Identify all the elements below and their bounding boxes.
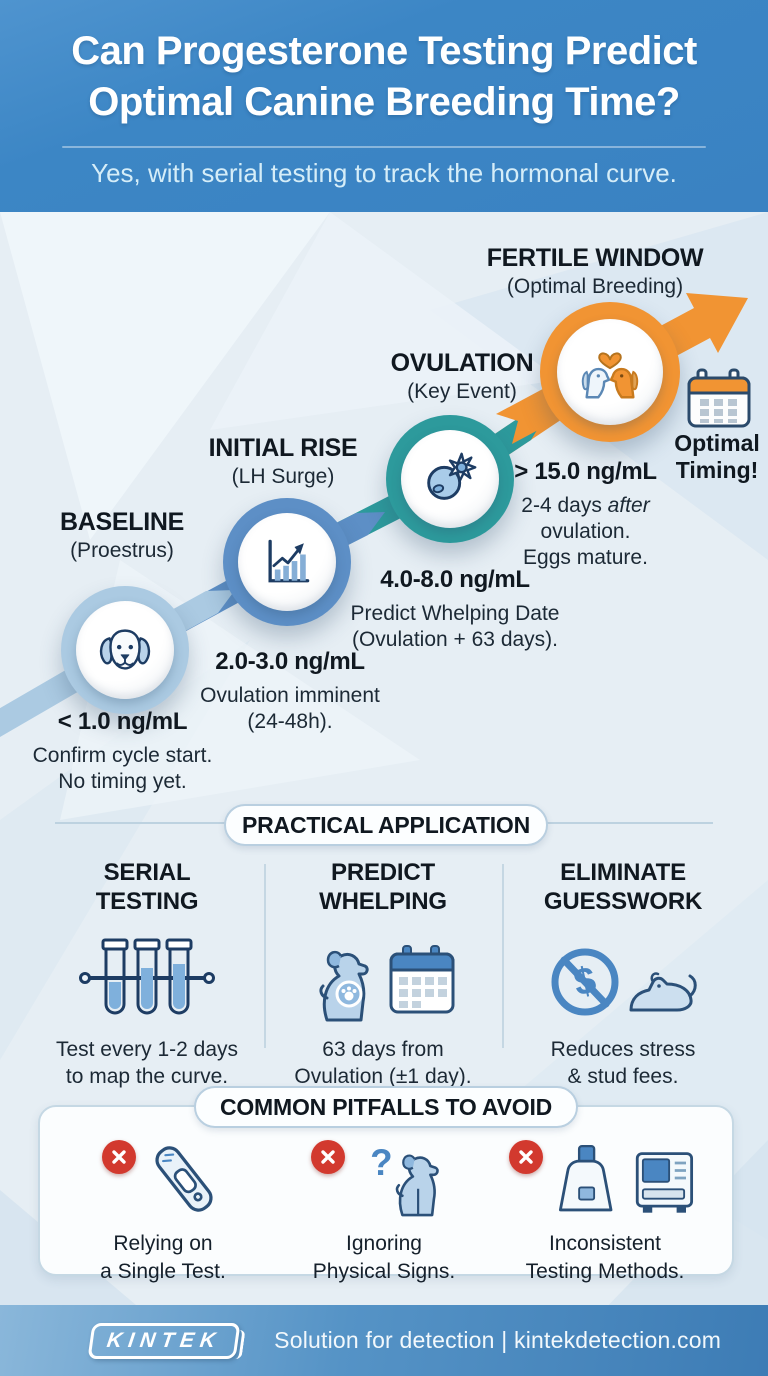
svg-text:?: ?	[370, 1142, 392, 1183]
brand-name: KINTEK	[105, 1328, 223, 1352]
stage-label-baseline: BASELINE (Proestrus)	[12, 508, 232, 563]
stage-phase: (Key Event)	[407, 380, 517, 403]
pitfall-caption: Inconsistent Testing Methods.	[525, 1232, 685, 1283]
stage-phase: (LH Surge)	[231, 465, 335, 488]
stage-values-initial-rise: 2.0-3.0 ng/mL Ovulation imminent (24-48h…	[170, 648, 410, 735]
practical-item-title: PREDICT WHELPING	[319, 859, 447, 915]
dog-calendar-icon	[266, 930, 500, 1030]
error-badge-icon	[509, 1140, 543, 1174]
calendar-icon	[687, 368, 751, 428]
practical-item-eliminate-guesswork: ELIMINATE GUESSWORK $ Reduces stress & s…	[505, 858, 741, 1090]
ovulating-cell-icon	[427, 452, 477, 500]
analyzer-machines-icon	[558, 1144, 694, 1213]
pitfall-item-physical-signs: ? Ignoring Physical Signs.	[279, 1138, 489, 1286]
header: Can Progesterone Testing Predict Optimal…	[0, 0, 768, 212]
footer-tagline: Solution for detection | kintekdetection…	[274, 1327, 722, 1353]
page-title: Can Progesterone Testing Predict Optimal…	[0, 26, 768, 128]
stage-value: 4.0-8.0 ng/mL	[380, 566, 530, 593]
column-divider	[264, 864, 266, 1048]
stage-label-fertile-window: FERTILE WINDOW (Optimal Breeding)	[465, 244, 725, 299]
pitfalls-section-title: COMMON PITFALLS TO AVOID	[194, 1086, 578, 1128]
optimal-timing-callout	[686, 368, 752, 435]
stage-desc: Ovulation imminent (24-48h).	[200, 684, 380, 733]
stage-label-ovulation: OVULATION (Key Event)	[352, 349, 572, 404]
stage-plate	[238, 513, 336, 611]
pitfall-item-single-test: Relying on a Single Test.	[58, 1138, 268, 1286]
stage-desc: Confirm cycle start. No timing yet.	[32, 744, 213, 793]
stage-name: INITIAL RISE	[208, 434, 358, 462]
stage-node-initial-rise	[223, 498, 351, 626]
stage-values-fertile-window: > 15.0 ng/mL 2-4 days after ovulation. E…	[468, 458, 703, 571]
stage-value: < 1.0 ng/mL	[57, 708, 188, 735]
no-stud-fees-icon: $	[505, 930, 741, 1030]
dog-face-icon	[99, 629, 151, 670]
stage-value: 2.0-3.0 ng/mL	[215, 648, 365, 675]
practical-item-caption: Reduces stress & stud fees.	[550, 1038, 696, 1088]
stage-values-ovulation: 4.0-8.0 ng/mL Predict Whelping Date (Ovu…	[300, 566, 610, 653]
stage-values-baseline: < 1.0 ng/mL Confirm cycle start. No timi…	[10, 708, 235, 795]
stage-name: BASELINE	[59, 508, 184, 536]
page-title-line1: Can Progesterone Testing Predict	[71, 29, 697, 73]
stage-node-fertile-window	[540, 302, 680, 442]
stage-name: OVULATION	[390, 349, 534, 377]
page-subtitle: Yes, with serial testing to track the ho…	[91, 158, 677, 188]
stage-plate	[76, 601, 174, 699]
practical-item-predict-whelping: PREDICT WHELPING	[266, 858, 500, 1090]
optimal-timing-label: Optimal Timing!	[674, 430, 760, 483]
error-badge-icon	[311, 1140, 345, 1174]
practical-item-caption: Test every 1-2 days to map the curve.	[55, 1038, 239, 1088]
practical-item-serial-testing: SERIAL TESTING	[27, 858, 267, 1090]
kintek-logo: KINTEK	[87, 1322, 241, 1359]
stage-node-baseline	[61, 586, 189, 714]
footer: KINTEK Solution for detection | kintekde…	[0, 1305, 768, 1376]
pitfall-item-testing-methods: Inconsistent Testing Methods.	[495, 1138, 715, 1286]
rising-chart-icon	[268, 539, 310, 583]
stage-name: FERTILE WINDOW	[486, 244, 704, 272]
stage-desc: Predict Whelping Date (Ovulation + 63 da…	[350, 602, 560, 651]
column-divider	[502, 864, 504, 1048]
stage-desc: 2-4 days after ovulation. Eggs mature.	[521, 494, 650, 569]
practical-item-title: SERIAL TESTING	[95, 859, 199, 915]
error-badge-icon	[102, 1140, 136, 1174]
header-divider	[62, 146, 706, 148]
dog-question-icon: ?	[370, 1142, 439, 1217]
stage-plate	[557, 319, 663, 425]
stage-plate	[401, 430, 499, 528]
pitfall-caption: Relying on a Single Test.	[100, 1232, 226, 1283]
practical-item-caption: 63 days from Ovulation (±1 day).	[294, 1038, 472, 1088]
pitfall-caption: Ignoring Physical Signs.	[312, 1232, 456, 1283]
test-tubes-icon	[27, 930, 267, 1030]
stage-label-initial-rise: INITIAL RISE (LH Surge)	[173, 434, 393, 489]
breeding-pair-icon	[581, 352, 639, 399]
stage-phase: (Optimal Breeding)	[506, 275, 684, 298]
stage-phase: (Proestrus)	[70, 539, 174, 562]
practical-item-title: ELIMINATE GUESSWORK	[543, 859, 703, 915]
practical-section-title: PRACTICAL APPLICATION	[224, 804, 548, 846]
page-title-line2: Optimal Canine Breeding Time?	[88, 80, 680, 124]
stage-value: > 15.0 ng/mL	[514, 458, 657, 485]
stage-node-ovulation	[386, 415, 514, 543]
test-strip-icon	[155, 1146, 213, 1212]
